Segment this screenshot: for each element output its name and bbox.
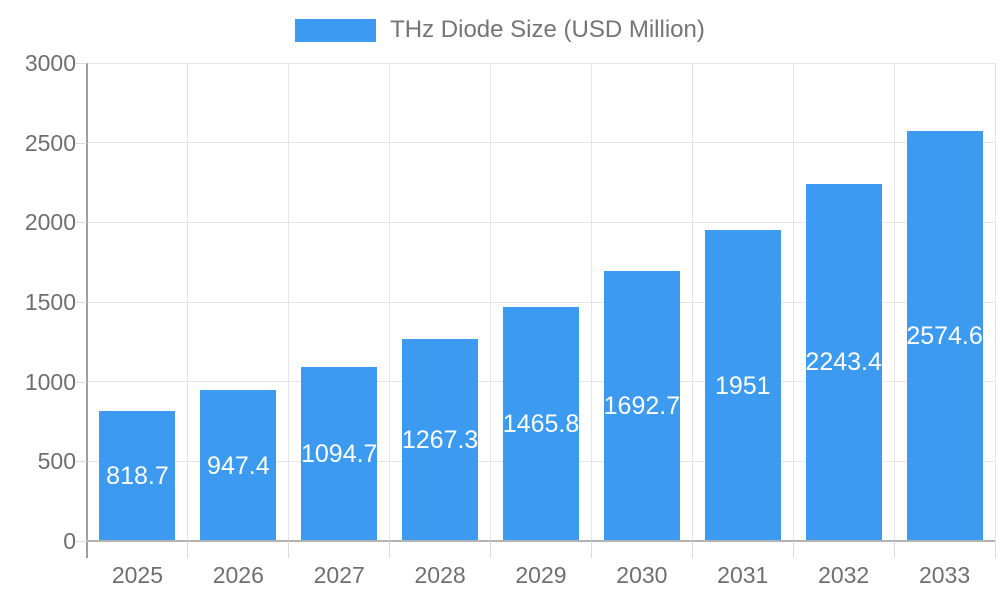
bar[interactable] (402, 339, 479, 541)
v-gridline (187, 63, 189, 541)
y-axis-tick (76, 222, 87, 224)
bar[interactable] (503, 307, 579, 541)
plot-area: 818.7 947.4 1094.7 1267.3 1465.8 1692.7 1951 22… (87, 62, 996, 541)
bar[interactable] (805, 183, 882, 541)
h-gridline (87, 142, 995, 144)
x-axis-tick (590, 541, 592, 558)
x-axis-label: 2029 (515, 562, 567, 588)
y-axis-label: 2000 (24, 209, 76, 236)
y-axis-tick (76, 381, 87, 383)
x-axis-label: 2030 (616, 562, 668, 588)
x-axis-label: 2028 (414, 562, 466, 588)
v-gridline (893, 63, 895, 541)
bar[interactable] (301, 366, 378, 541)
v-gridline (389, 63, 391, 541)
h-gridline (87, 62, 995, 64)
x-axis-tick (490, 541, 492, 558)
x-axis-tick (691, 541, 693, 558)
x-axis-label: 2025 (111, 562, 164, 588)
bar[interactable] (200, 390, 277, 541)
h-gridline (87, 221, 995, 223)
y-axis-label: 3000 (24, 50, 76, 76)
bar[interactable] (704, 230, 781, 541)
v-gridline (288, 63, 290, 541)
y-axis-label: 2500 (24, 129, 76, 156)
y-axis-tick (76, 302, 87, 303)
v-gridline (792, 63, 794, 541)
legend-swatch[interactable] (295, 18, 377, 42)
y-axis-line (86, 63, 88, 558)
x-axis-tick (288, 541, 290, 558)
y-axis-label: 1000 (24, 368, 76, 395)
y-axis-tick (76, 541, 87, 542)
h-gridline (87, 301, 995, 303)
y-axis-tick (76, 461, 87, 463)
y-axis-tick (76, 142, 87, 144)
v-gridline (994, 63, 996, 541)
legend[interactable]: THz Diode Size (USD Million) (0, 14, 1000, 46)
y-axis-label: 1500 (24, 289, 76, 315)
x-axis-tick (893, 541, 895, 558)
x-axis-tick (187, 541, 189, 558)
v-gridline (590, 63, 592, 541)
x-axis-label: 2031 (717, 562, 769, 588)
x-axis-label: 2027 (313, 562, 365, 588)
x-axis-label: 2026 (212, 562, 264, 588)
bar[interactable] (99, 410, 176, 541)
v-gridline (490, 63, 492, 541)
x-axis-tick (389, 541, 391, 558)
x-axis-label: 2032 (818, 562, 870, 588)
v-gridline (691, 63, 693, 541)
y-axis-tick (76, 63, 87, 64)
legend-label[interactable]: THz Diode Size (USD Million) (390, 16, 705, 43)
y-axis-label: 500 (37, 448, 76, 475)
x-axis-label: 2033 (918, 562, 971, 588)
y-axis-label: 0 (63, 528, 76, 554)
bar[interactable] (603, 271, 680, 541)
x-axis-tick (792, 541, 794, 558)
bar[interactable] (906, 130, 983, 541)
x-axis-line (86, 540, 995, 542)
x-axis-tick (994, 541, 996, 558)
